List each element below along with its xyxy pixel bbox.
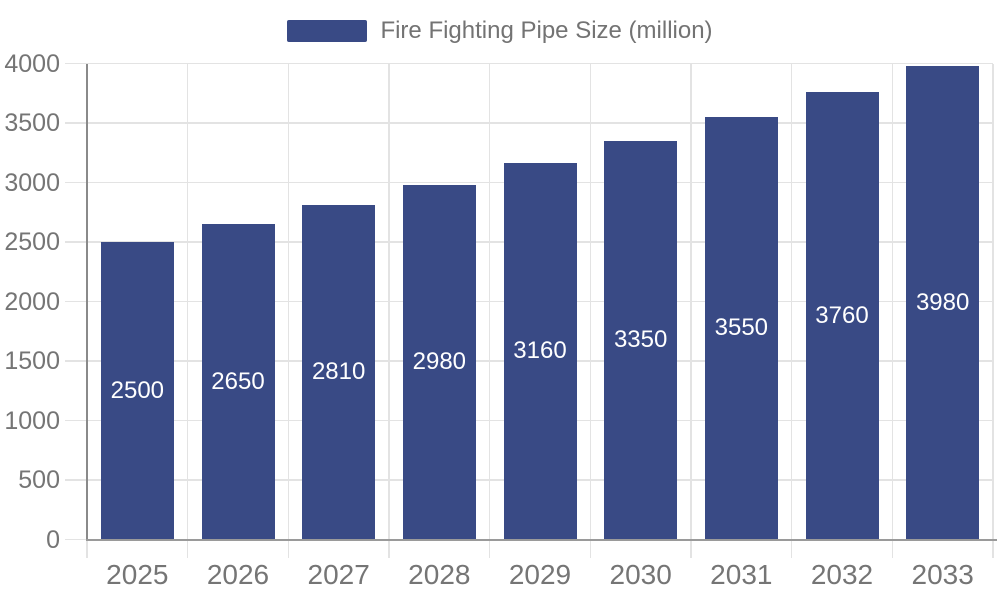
y-axis-label: 1500: [4, 347, 60, 375]
bar-value-label: 2650: [211, 367, 265, 395]
bar-2032[interactable]: [805, 92, 879, 540]
x-axis-line: [86, 538, 997, 541]
bar-2029[interactable]: [503, 163, 577, 540]
bar-2033[interactable]: [906, 65, 980, 540]
legend-label: Fire Fighting Pipe Size (million): [380, 17, 713, 44]
x-gridline: [589, 63, 592, 558]
x-gridline: [287, 63, 290, 558]
bar-2026[interactable]: [201, 224, 275, 540]
x-gridline: [488, 63, 491, 558]
x-gridline: [86, 539, 88, 558]
bar-value-label: 3350: [613, 326, 668, 354]
x-axis-label: 2030: [609, 559, 672, 590]
y-axis-label: 500: [18, 466, 60, 494]
y-axis-label: 3000: [4, 168, 60, 197]
bar-value-label: 3160: [513, 337, 567, 365]
y-axis-label: 0: [46, 525, 60, 554]
bar-value-label: 3550: [714, 314, 769, 342]
x-axis-label: 2031: [710, 559, 773, 590]
x-axis-label: 2033: [911, 559, 974, 590]
bar-2030[interactable]: [604, 140, 678, 540]
bar-2027[interactable]: [302, 205, 376, 540]
y-axis-label: 1000: [4, 406, 60, 435]
y-axis-label: 2000: [4, 287, 60, 316]
x-axis-label: 2032: [810, 559, 874, 590]
bar-2025[interactable]: [100, 242, 174, 540]
bar-value-label: 3760: [815, 301, 869, 329]
y-axis-line: [86, 63, 88, 540]
bar-value-label: 3980: [915, 288, 970, 316]
bar-2028[interactable]: [402, 184, 476, 540]
x-gridline: [891, 63, 894, 558]
x-gridline: [388, 63, 390, 558]
y-axis-label: 2500: [4, 228, 60, 256]
bar-value-label: 2500: [110, 376, 165, 404]
bar-2031[interactable]: [704, 117, 778, 540]
bar-value-label: 2980: [412, 348, 467, 376]
x-gridline: [790, 63, 793, 558]
x-gridline: [992, 63, 994, 558]
y-axis-label: 3500: [4, 109, 60, 137]
y-gridline: [65, 122, 993, 124]
y-gridline: [65, 62, 993, 65]
x-gridline: [690, 63, 692, 558]
x-axis-label: 2025: [106, 559, 169, 590]
x-axis-label: 2027: [307, 559, 370, 590]
x-axis-label: 2028: [408, 559, 471, 590]
legend-swatch: [287, 20, 368, 42]
y-axis-label: 4000: [4, 49, 60, 78]
y-gridline: [65, 538, 87, 541]
x-axis-label: 2026: [206, 559, 270, 590]
x-axis-label: 2029: [508, 559, 572, 590]
legend[interactable]: Fire Fighting Pipe Size (million): [0, 14, 1000, 48]
x-gridline: [186, 63, 189, 558]
bar-value-label: 2810: [311, 358, 366, 386]
